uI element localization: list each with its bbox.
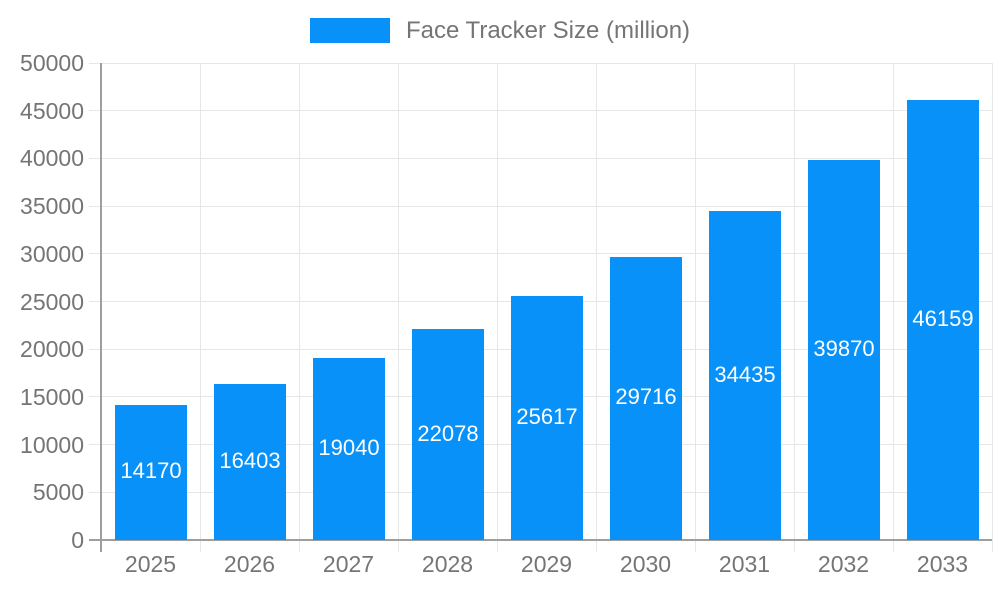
x-axis-tick: [397, 540, 399, 552]
y-axis-tick: [89, 157, 101, 159]
y-axis-tick: [89, 62, 101, 64]
bar-value-label: 29716: [615, 384, 677, 410]
x-tick-label: 2027: [322, 551, 375, 577]
bar[interactable]: [214, 383, 286, 540]
x-axis-tick: [199, 540, 201, 552]
legend-swatch: [309, 18, 390, 43]
v-gridline: [496, 63, 498, 540]
y-tick-label: 30000: [20, 240, 84, 267]
h-gridline: [101, 110, 992, 112]
h-gridline: [101, 157, 992, 159]
x-tick-label: 2025: [124, 551, 177, 577]
x-tick-label: 2028: [421, 551, 474, 577]
legend-label: Face Tracker Size (million): [405, 17, 691, 44]
bar[interactable]: [610, 256, 682, 540]
bar[interactable]: [412, 329, 484, 540]
y-tick-label: 0: [71, 527, 84, 553]
bar-value-label: 22078: [417, 420, 479, 446]
y-axis-tick: [89, 491, 101, 493]
y-tick-label: 10000: [20, 431, 84, 458]
y-axis-tick: [89, 348, 101, 350]
x-tick-label: 2030: [619, 551, 672, 577]
bar-value-label: 34435: [714, 361, 776, 387]
x-axis-tick: [496, 540, 498, 552]
v-gridline: [397, 63, 399, 540]
bar-value-label: 25617: [516, 403, 578, 429]
bar-value-label: 46159: [912, 305, 974, 331]
bar[interactable]: [313, 358, 385, 540]
bar-value-label: 19040: [318, 435, 380, 461]
bar[interactable]: [511, 295, 583, 540]
bar-value-label: 39870: [813, 335, 875, 361]
x-axis-tick: [694, 540, 696, 552]
legend-item[interactable]: Face Tracker Size (million): [0, 18, 1000, 43]
bar-value-label: 16403: [219, 447, 281, 473]
x-axis-tick: [793, 540, 795, 552]
v-gridline: [694, 63, 696, 540]
y-axis-line: [100, 63, 102, 552]
h-gridline: [101, 205, 992, 207]
x-axis-tick: [595, 540, 597, 552]
x-axis-tick: [991, 540, 993, 552]
v-gridline: [991, 63, 993, 540]
y-axis-tick: [89, 444, 101, 446]
x-axis-tick: [298, 540, 300, 552]
bar[interactable]: [709, 211, 781, 540]
y-tick-label: 20000: [20, 336, 84, 363]
y-tick-label: 15000: [20, 383, 84, 410]
y-tick-label: 5000: [32, 479, 84, 506]
bar-value-label: 14170: [120, 458, 182, 484]
v-gridline: [199, 63, 201, 540]
h-gridline: [101, 253, 992, 255]
y-tick-label: 50000: [20, 50, 84, 76]
y-axis-tick: [89, 110, 101, 112]
bar[interactable]: [115, 404, 187, 540]
y-tick-label: 45000: [20, 97, 84, 124]
y-tick-label: 25000: [20, 288, 84, 315]
v-gridline: [892, 63, 894, 540]
y-axis-tick: [89, 301, 101, 302]
y-axis-tick: [89, 396, 101, 398]
y-axis-tick: [89, 205, 101, 207]
x-tick-label: 2033: [916, 551, 969, 577]
x-axis-tick: [892, 540, 894, 552]
x-tick-label: 2031: [718, 551, 771, 577]
x-tick-label: 2026: [223, 551, 276, 577]
y-tick-label: 35000: [20, 193, 84, 220]
x-tick-label: 2032: [817, 551, 870, 577]
v-gridline: [793, 63, 795, 540]
y-axis-tick: [89, 253, 101, 255]
v-gridline: [595, 63, 597, 540]
x-axis-line: [89, 539, 992, 541]
bar[interactable]: [907, 99, 979, 540]
y-tick-label: 40000: [20, 145, 84, 172]
h-gridline: [101, 62, 992, 64]
v-gridline: [298, 63, 300, 540]
bar[interactable]: [808, 159, 880, 540]
x-tick-label: 2029: [520, 551, 573, 577]
